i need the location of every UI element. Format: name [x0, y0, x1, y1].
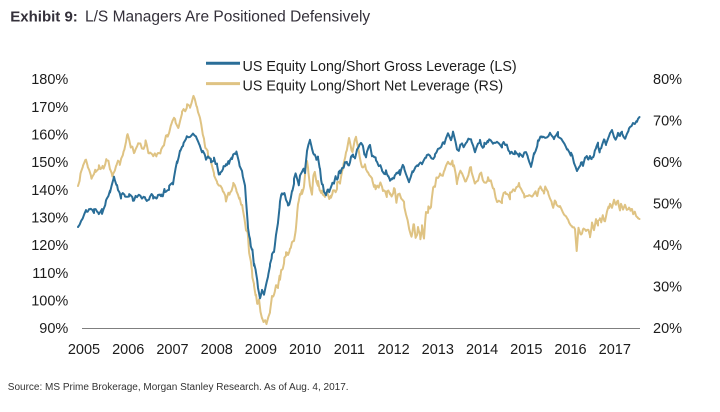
- svg-text:2010: 2010: [289, 342, 321, 358]
- svg-text:140%: 140%: [31, 183, 68, 199]
- svg-text:Exhibit 9:: Exhibit 9:: [10, 9, 78, 26]
- svg-text:70%: 70%: [653, 114, 682, 130]
- svg-text:2009: 2009: [245, 342, 277, 358]
- svg-text:20%: 20%: [653, 321, 682, 337]
- svg-text:2014: 2014: [466, 342, 498, 358]
- svg-text:US Equity Long/Short Gross Lev: US Equity Long/Short Gross Leverage (LS): [243, 59, 517, 75]
- svg-text:150%: 150%: [31, 155, 68, 171]
- svg-text:30%: 30%: [653, 280, 682, 296]
- svg-text:80%: 80%: [653, 72, 682, 88]
- svg-text:180%: 180%: [31, 72, 68, 88]
- svg-text:100%: 100%: [31, 294, 68, 310]
- svg-text:110%: 110%: [32, 266, 68, 282]
- svg-text:2008: 2008: [201, 342, 233, 358]
- svg-text:40%: 40%: [653, 238, 682, 254]
- svg-text:120%: 120%: [31, 238, 68, 254]
- svg-text:50%: 50%: [653, 197, 682, 213]
- svg-text:2006: 2006: [112, 342, 144, 358]
- svg-text:2016: 2016: [554, 342, 586, 358]
- svg-text:L/S Managers Are Positioned De: L/S Managers Are Positioned Defensively: [85, 9, 370, 26]
- svg-text:US Equity Long/Short Net Lever: US Equity Long/Short Net Leverage (RS): [243, 78, 504, 94]
- svg-text:Source: MS Prime Brokerage, Mo: Source: MS Prime Brokerage, Morgan Stanl…: [8, 382, 349, 393]
- svg-text:2011: 2011: [334, 342, 365, 358]
- svg-text:60%: 60%: [653, 155, 682, 171]
- svg-text:130%: 130%: [31, 211, 68, 227]
- svg-text:160%: 160%: [31, 128, 68, 144]
- svg-text:2012: 2012: [377, 342, 409, 358]
- svg-text:2013: 2013: [422, 342, 454, 358]
- svg-text:2005: 2005: [68, 342, 100, 358]
- svg-text:2015: 2015: [510, 342, 542, 358]
- svg-text:2007: 2007: [156, 342, 188, 358]
- svg-text:2017: 2017: [599, 342, 631, 358]
- svg-text:90%: 90%: [39, 321, 68, 337]
- svg-text:170%: 170%: [31, 100, 68, 116]
